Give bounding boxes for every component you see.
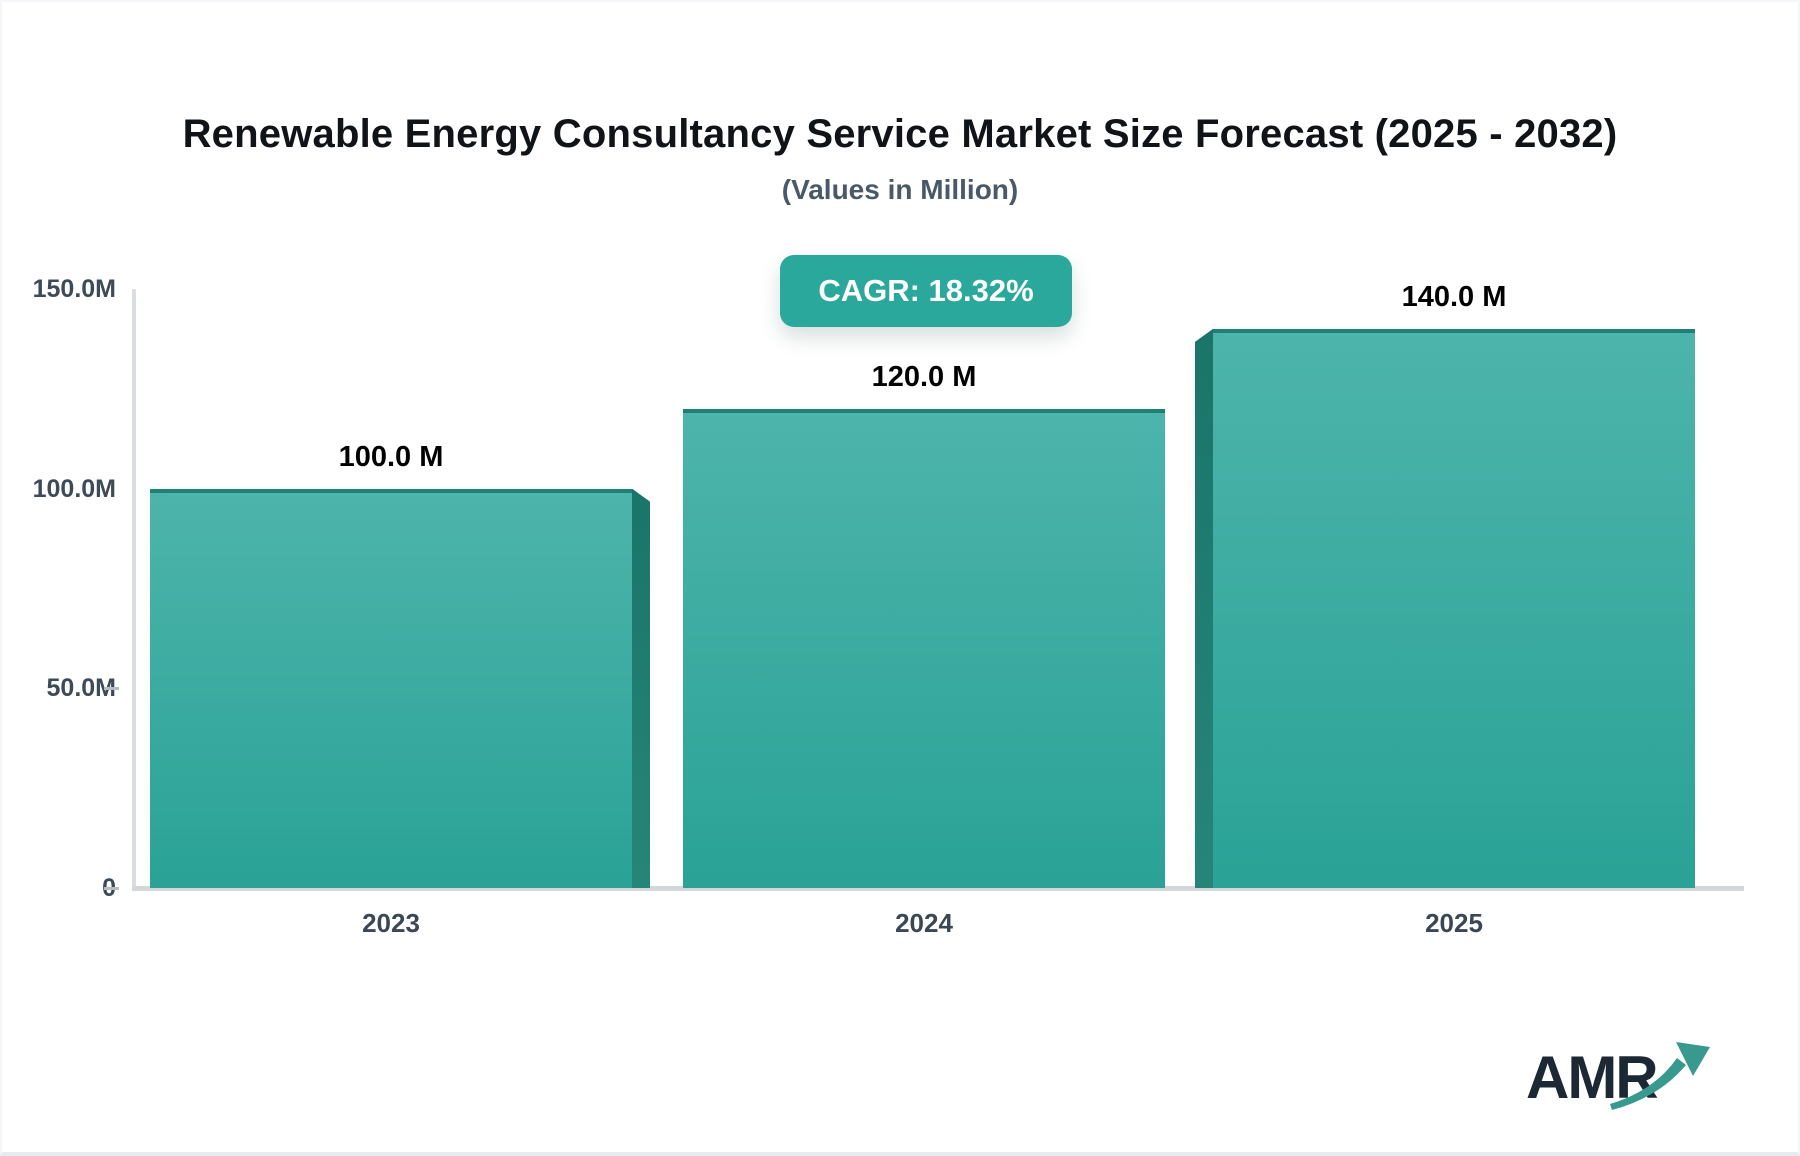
chart-title: Renewable Energy Consultancy Service Mar… [182,112,1618,156]
bar-2023 [150,488,632,888]
bar-value-label: 120.0 M [871,360,977,393]
bar-value-label: 140.0 M [1401,280,1507,313]
bar-3d-side [632,488,650,888]
x-axis-category-label: 2025 [1425,908,1483,938]
trend-up-arrow-icon [1610,1058,1686,1110]
bar-2025 [1213,328,1695,888]
y-tick-dash [104,887,119,890]
amr-logo-text: AMR [1526,1044,1658,1111]
x-axis-category-label: 2024 [895,908,953,938]
y-tick-label: 0 [6,872,116,904]
y-tick-dash [104,687,119,691]
cagr-badge: CAGR: 18.32% [780,255,1072,327]
bar-3d-side [1195,328,1213,888]
y-axis-line [132,289,136,890]
trend-up-arrowhead-icon [1676,1042,1710,1076]
bar-2024 [683,408,1165,888]
cagr-badge-label: CAGR: 18.32% [818,273,1034,308]
x-axis-line [132,886,1744,891]
y-tick-label: 150.0M [32,275,116,303]
x-axis-category-label: 2023 [362,908,420,938]
y-tick-label: 100.0M [32,474,116,503]
bar-value-label: 100.0 M [338,440,444,473]
chart-subtitle: (Values in Million) [781,174,1019,205]
amr-logo: AMR [1526,1034,1746,1120]
amr-logo-graphic: AMR [1526,1042,1710,1111]
y-tick-label: 50.0M [46,674,116,703]
